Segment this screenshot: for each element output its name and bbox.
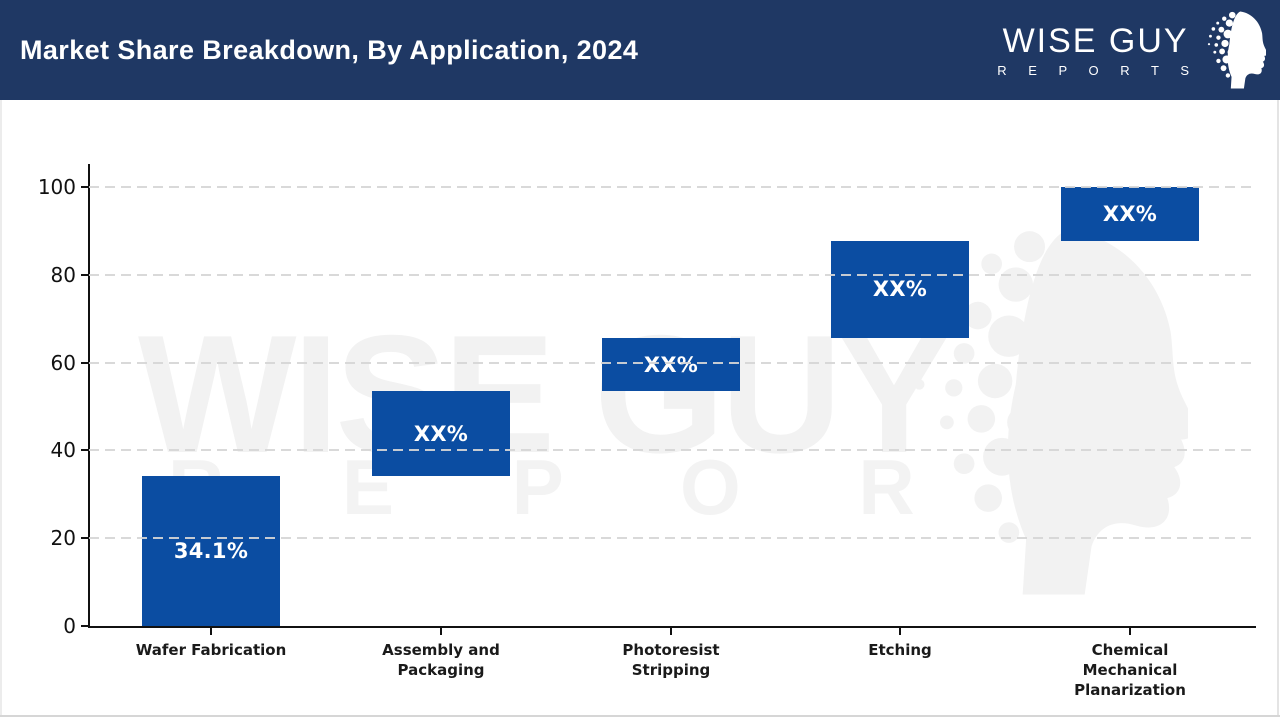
bar-value-label-etching: XX% xyxy=(872,277,928,302)
bar-photoresist-stripping: XX% xyxy=(602,338,740,392)
logo-wordmark: WISE GUY xyxy=(1002,21,1189,60)
header-bar: Market Share Breakdown, By Application, … xyxy=(0,0,1280,100)
y-tick-label-60: 60 xyxy=(50,350,76,375)
bar-value-label-chemical-mechanical-planarization: XX% xyxy=(1102,201,1158,226)
x-tick-assembly-and-packaging xyxy=(440,628,442,635)
logo-head-icon xyxy=(1207,11,1266,89)
y-tick-label-20: 20 xyxy=(50,526,76,551)
y-tick-20 xyxy=(81,537,88,540)
bar-value-label-assembly-and-packaging: XX% xyxy=(413,421,469,446)
gridline-40 xyxy=(89,449,1256,452)
y-tick-80 xyxy=(81,273,88,276)
x-tick-wafer-fabrication xyxy=(210,628,212,635)
logo-text: WISE GUY R E P O R T S xyxy=(993,24,1198,77)
y-tick-label-0: 0 xyxy=(63,614,76,638)
gridline-100 xyxy=(89,186,1256,188)
bottom-border xyxy=(0,715,1280,717)
gridline-80 xyxy=(89,273,1256,276)
gridline-20 xyxy=(89,537,1256,540)
left-border xyxy=(0,100,2,716)
gridline-60 xyxy=(89,361,1256,364)
bar-value-label-wafer-fabrication: 34.1% xyxy=(173,539,249,564)
watermark-wordmark: WISE GUY xyxy=(138,300,950,488)
wise-guy-reports-logo: WISE GUY R E P O R T S xyxy=(993,10,1266,90)
bar-assembly-and-packaging: XX% xyxy=(372,391,510,477)
x-tick-chemical-mechanical-planarization xyxy=(1129,628,1131,635)
category-label-assembly-and-packaging: Assembly and Packaging xyxy=(382,641,500,679)
y-tick-60 xyxy=(81,361,88,364)
watermark-subtitle: R E P O R T S xyxy=(168,443,1128,622)
category-label-chemical-mechanical-planarization: Chemical Mechanical Planarization xyxy=(1074,641,1186,699)
y-axis-line xyxy=(88,164,90,628)
y-tick-40 xyxy=(81,449,88,452)
chart-title: Market Share Breakdown, By Application, … xyxy=(20,34,639,65)
bar-etching: XX% xyxy=(831,240,969,339)
category-label-wafer-fabrication: Wafer Fabrication xyxy=(135,641,287,659)
y-tick-label-80: 80 xyxy=(50,262,76,287)
right-border xyxy=(1277,100,1279,716)
y-tick-0 xyxy=(81,625,88,627)
waterfall-chart: WISE GUY R E P O R T S 0 20 40 60 80 100 34.1%… xyxy=(0,100,1280,720)
bar-wafer-fabrication: 34.1% xyxy=(142,476,280,626)
bar-value-label-photoresist-stripping: XX% xyxy=(643,352,699,377)
x-tick-etching xyxy=(899,628,901,635)
category-label-etching: Etching xyxy=(868,641,932,659)
y-tick-label-100: 100 xyxy=(37,175,76,199)
x-tick-photoresist-stripping xyxy=(670,628,672,635)
y-tick-100 xyxy=(81,186,88,188)
bar-chemical-mechanical-planarization: XX% xyxy=(1061,187,1199,241)
logo-subtitle: R E P O R T S xyxy=(997,62,1198,78)
x-axis-line xyxy=(88,626,1256,628)
category-label-photoresist-stripping: Photoresist Stripping xyxy=(622,641,720,679)
y-tick-label-40: 40 xyxy=(50,438,76,463)
